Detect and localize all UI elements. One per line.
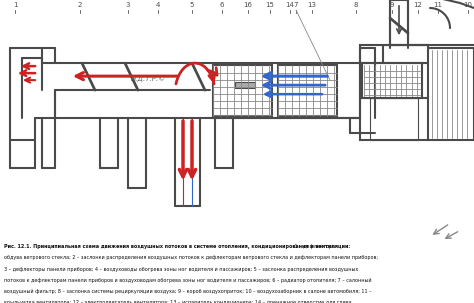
Text: 12: 12 <box>413 2 422 8</box>
Text: 8: 8 <box>354 2 358 8</box>
Bar <box>362 63 422 98</box>
Text: обдува ветрового стекла; 2 – заслонки распределения воздушных потоков к дефлекто: обдува ветрового стекла; 2 – заслонки ра… <box>4 255 378 261</box>
Text: крыльчатка вентилятора; 12 – электродвигатель вентилятора; 13 – испаритель конди: крыльчатка вентилятора; 12 – электродвиг… <box>4 300 351 303</box>
Bar <box>360 45 428 140</box>
Text: Н.Д.Т.Р.©: Н.Д.Т.Р.© <box>130 75 165 82</box>
Text: 14: 14 <box>285 2 294 8</box>
Text: Рис. 12.1. Принципиальная схема движения воздушных потоков в системе отопления, : Рис. 12.1. Принципиальная схема движения… <box>4 244 350 249</box>
Text: 2: 2 <box>78 2 82 8</box>
Bar <box>370 98 418 140</box>
Text: 1 – дефлекторы: 1 – дефлекторы <box>293 244 336 249</box>
Text: воздушный фильтр; 8 – заслонка системы рециркуляции воздуха; 9 – короб воздухопр: воздушный фильтр; 8 – заслонка системы р… <box>4 289 372 294</box>
Text: 10: 10 <box>464 2 473 8</box>
Text: 1: 1 <box>13 2 17 8</box>
Text: 3: 3 <box>126 2 130 8</box>
Text: 11: 11 <box>434 2 443 8</box>
Bar <box>278 65 337 116</box>
Text: 5: 5 <box>190 2 194 8</box>
Text: 9: 9 <box>390 2 394 8</box>
Text: 7: 7 <box>294 2 298 8</box>
Text: потоков к дефлекторам панели приборов и воздуховодам обогрева зоны ног водителя : потоков к дефлекторам панели приборов и … <box>4 278 372 283</box>
Text: 15: 15 <box>265 2 274 8</box>
Text: 6: 6 <box>220 2 224 8</box>
Text: 16: 16 <box>244 2 253 8</box>
Bar <box>235 82 255 88</box>
Bar <box>213 65 272 116</box>
Text: 4: 4 <box>156 2 160 8</box>
Text: 3 – дефлекторы панели приборов; 4 – воздуховоды обогрева зоны ног водителя и пас: 3 – дефлекторы панели приборов; 4 – возд… <box>4 267 358 272</box>
Text: 13: 13 <box>308 2 317 8</box>
